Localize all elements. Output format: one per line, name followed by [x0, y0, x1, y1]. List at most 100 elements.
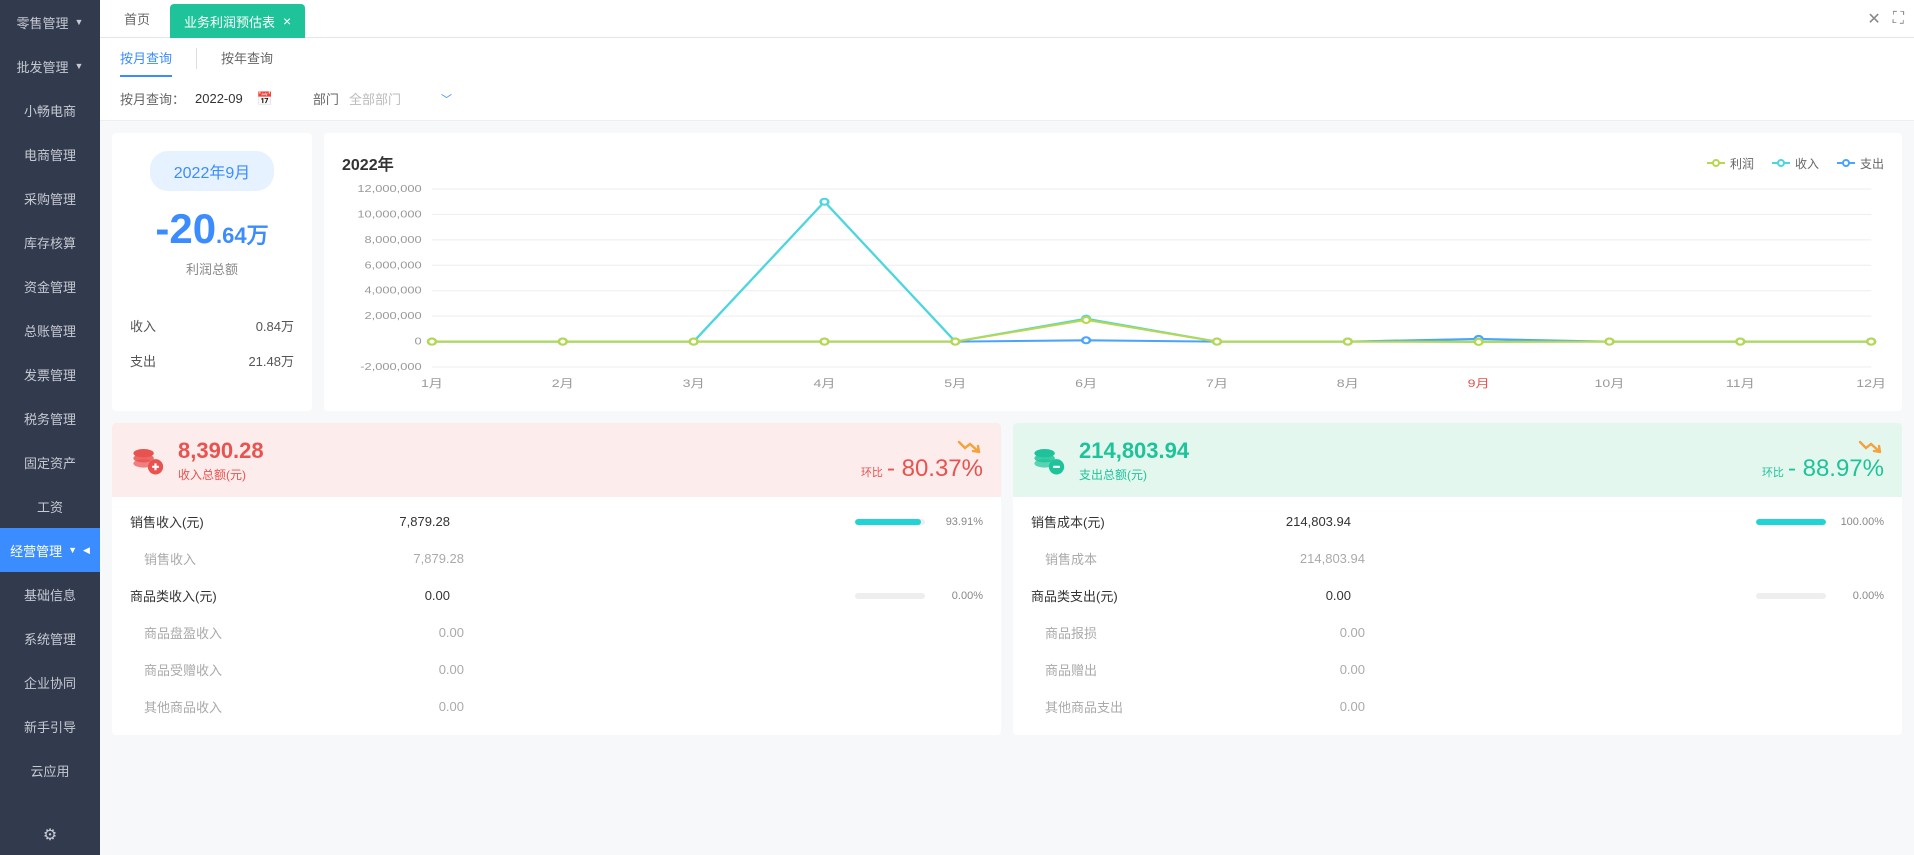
svg-text:10月: 10月	[1595, 377, 1625, 389]
sidebar-item-12[interactable]: 经营管理▼◀	[0, 528, 100, 572]
sidebar-item-7[interactable]: 总账管理	[0, 308, 100, 352]
income-icon	[130, 443, 164, 477]
progress-bar	[855, 593, 925, 599]
stat-row: 商品类支出(元)0.000.00%	[1031, 577, 1884, 614]
stat-row: 销售成本214,803.94	[1031, 540, 1884, 577]
subtab-month[interactable]: 按月查询	[120, 48, 172, 77]
sidebar-item-8[interactable]: 发票管理	[0, 352, 100, 396]
svg-text:5月: 5月	[944, 377, 966, 389]
svg-text:8月: 8月	[1337, 377, 1359, 389]
profit-total: -20.64万	[130, 205, 294, 253]
sidebar-item-3[interactable]: 电商管理	[0, 132, 100, 176]
summary-row: 收入0.84万	[130, 308, 294, 343]
sidebar: 零售管理▼批发管理▼小畅电商电商管理采购管理库存核算资金管理总账管理发票管理税务…	[0, 0, 100, 855]
expense-panel: 214,803.94 支出总额(元) 环比- 88.97% 销售成本(元)214…	[1013, 423, 1902, 735]
tab-home[interactable]: 首页	[110, 0, 164, 37]
chevron-down-icon: ﹀	[441, 91, 452, 107]
calendar-icon[interactable]: 📅	[257, 91, 273, 107]
sidebar-item-17[interactable]: 云应用	[0, 748, 100, 792]
svg-text:8,000,000: 8,000,000	[365, 235, 422, 245]
sidebar-item-4[interactable]: 采购管理	[0, 176, 100, 220]
income-header: 8,390.28 收入总额(元) 环比- 80.37%	[112, 423, 1001, 497]
main: 首页 业务利润预估表 × ✕ ⛶ 按月查询 按年查询 按月查询： 2022-09…	[100, 0, 1914, 855]
svg-text:11月: 11月	[1726, 377, 1755, 389]
tab-active-label: 业务利润预估表	[184, 12, 275, 31]
income-label: 收入总额(元)	[178, 466, 847, 483]
settings-icon[interactable]: ⚙	[0, 815, 100, 855]
stat-row: 商品受赠收入0.00	[130, 651, 983, 688]
chart-title: 2022年	[342, 151, 394, 175]
progress-bar	[1756, 519, 1826, 525]
expense-icon	[1031, 443, 1065, 477]
income-panel: 8,390.28 收入总额(元) 环比- 80.37% 销售收入(元)7,879…	[112, 423, 1001, 735]
tab-active[interactable]: 业务利润预估表 ×	[170, 4, 305, 38]
close-all-icon[interactable]: ✕	[1867, 9, 1880, 29]
month-filter-value[interactable]: 2022-09	[195, 91, 243, 106]
expense-change: 环比- 88.97%	[1762, 437, 1884, 483]
sidebar-item-5[interactable]: 库存核算	[0, 220, 100, 264]
stat-row: 商品报损0.00	[1031, 614, 1884, 651]
sidebar-item-13[interactable]: 基础信息	[0, 572, 100, 616]
svg-text:6,000,000: 6,000,000	[365, 260, 422, 270]
sidebar-item-0[interactable]: 零售管理▼	[0, 0, 100, 44]
svg-text:12,000,000: 12,000,000	[357, 184, 421, 194]
subtab-year[interactable]: 按年查询	[221, 48, 273, 77]
dept-select[interactable]: 全部部门 ﹀	[349, 89, 452, 108]
svg-text:7月: 7月	[1206, 377, 1228, 389]
dept-placeholder: 全部部门	[349, 89, 401, 108]
sidebar-item-9[interactable]: 税务管理	[0, 396, 100, 440]
summary-row: 支出21.48万	[130, 343, 294, 378]
expense-value: 214,803.94	[1079, 438, 1748, 464]
sidebar-item-10[interactable]: 固定资产	[0, 440, 100, 484]
stat-row: 其他商品支出0.00	[1031, 688, 1884, 725]
close-icon[interactable]: ×	[283, 13, 291, 29]
legend-item[interactable]: 收入	[1772, 155, 1819, 172]
svg-text:2月: 2月	[552, 377, 574, 389]
dept-filter-label: 部门	[313, 89, 339, 108]
svg-text:1月: 1月	[421, 377, 443, 389]
svg-text:0: 0	[415, 337, 422, 347]
sidebar-item-15[interactable]: 企业协同	[0, 660, 100, 704]
legend-item[interactable]: 支出	[1837, 155, 1884, 172]
caret-icon: ▼	[68, 545, 77, 555]
svg-text:4月: 4月	[813, 377, 835, 389]
sidebar-item-11[interactable]: 工资	[0, 484, 100, 528]
summary-card: 2022年9月 -20.64万 利润总额 收入0.84万支出21.48万	[112, 133, 312, 411]
stat-row: 商品盘盈收入0.00	[130, 614, 983, 651]
svg-text:4,000,000: 4,000,000	[365, 286, 422, 296]
tabs-bar: 首页 业务利润预估表 × ✕ ⛶	[100, 0, 1914, 38]
svg-text:9月: 9月	[1468, 377, 1490, 389]
income-value: 8,390.28	[178, 438, 847, 464]
svg-text:12月: 12月	[1856, 377, 1884, 389]
sidebar-item-1[interactable]: 批发管理▼	[0, 44, 100, 88]
progress-bar	[855, 519, 925, 525]
trend-down-icon	[957, 437, 983, 455]
month-filter-label: 按月查询：	[120, 89, 185, 108]
svg-text:6月: 6月	[1075, 377, 1097, 389]
legend-item[interactable]: 利润	[1707, 155, 1754, 172]
chart-legend: 利润 收入 支出	[1707, 155, 1884, 172]
svg-text:10,000,000: 10,000,000	[357, 210, 421, 220]
trend-down-icon	[1858, 437, 1884, 455]
stat-row: 商品类收入(元)0.000.00%	[130, 577, 983, 614]
stat-row: 销售收入7,879.28	[130, 540, 983, 577]
stat-row: 其他商品收入0.00	[130, 688, 983, 725]
line-chart[interactable]: -2,000,000 0 2,000,000 4,000,000 6,000,000 8,…	[342, 183, 1884, 393]
svg-text:3月: 3月	[683, 377, 705, 389]
period-chip: 2022年9月	[150, 151, 275, 191]
expense-header: 214,803.94 支出总额(元) 环比- 88.97%	[1013, 423, 1902, 497]
sidebar-item-2[interactable]: 小畅电商	[0, 88, 100, 132]
chart-card: 2022年 利润 收入 支出 -2,000,000 0 2,000,000 4,000,0…	[324, 133, 1902, 411]
caret-icon: ▼	[75, 17, 84, 27]
fullscreen-icon[interactable]: ⛶	[1893, 10, 1904, 28]
svg-text:-2,000,000: -2,000,000	[360, 362, 421, 372]
expense-label: 支出总额(元)	[1079, 466, 1748, 483]
svg-text:2,000,000: 2,000,000	[365, 311, 422, 321]
caret-icon: ▼	[75, 61, 84, 71]
progress-bar	[1756, 593, 1826, 599]
sidebar-item-14[interactable]: 系统管理	[0, 616, 100, 660]
sub-tabs: 按月查询 按年查询	[100, 38, 1914, 77]
sidebar-item-6[interactable]: 资金管理	[0, 264, 100, 308]
filter-bar: 按月查询： 2022-09 📅 部门 全部部门 ﹀	[100, 77, 1914, 121]
sidebar-item-16[interactable]: 新手引导	[0, 704, 100, 748]
